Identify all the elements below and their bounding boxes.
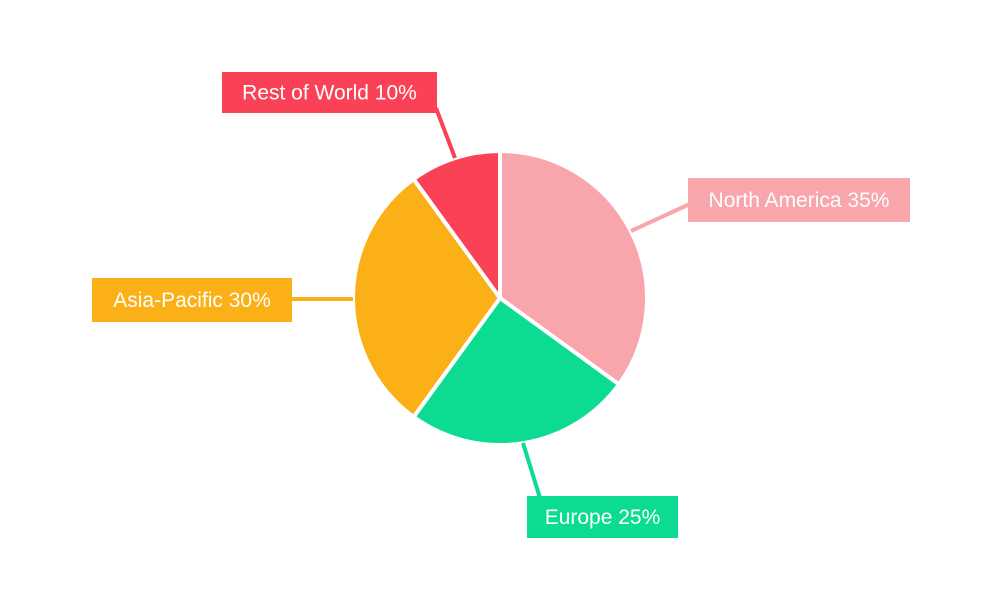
pie-slice-rest-of-world[interactable]	[411, 149, 502, 300]
label-text-rest-of-world: Rest of World 10%	[242, 82, 417, 105]
label-text-asia-pacific: Asia-Pacific 30%	[113, 289, 271, 312]
label-box-asia-pacific	[92, 278, 292, 322]
leader-line-rest-of-world	[434, 107, 457, 159]
label-box-europe	[527, 496, 678, 538]
pie-slice-north-america[interactable]	[498, 149, 649, 387]
label-box-rest-of-world	[222, 72, 437, 113]
leader-line-north-america	[630, 201, 693, 233]
label-box-north-america	[688, 178, 910, 222]
label-text-europe: Europe 25%	[545, 506, 661, 529]
label-text-north-america: North America 35%	[709, 189, 890, 212]
leader-line-europe	[521, 442, 542, 499]
